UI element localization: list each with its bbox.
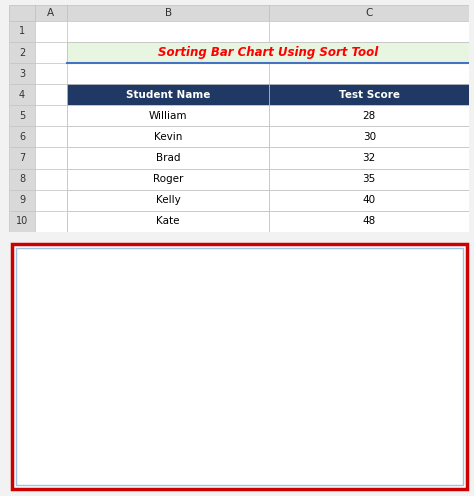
Bar [67,105,269,126]
Bar [269,189,469,211]
Text: 3: 3 [19,68,25,78]
Bar [74,338,296,356]
Bar [35,63,67,84]
Text: Brad: Brad [156,153,180,163]
Bar [269,105,469,126]
Text: 9: 9 [19,195,25,205]
Bar [67,189,269,211]
Bar [9,105,35,126]
Text: 7: 7 [19,153,25,163]
Bar [35,5,67,21]
Bar [269,105,469,126]
Text: 4: 4 [19,90,25,100]
Text: 28: 28 [363,111,376,121]
Bar [9,84,35,105]
Text: 2: 2 [19,48,25,58]
Bar [269,189,469,211]
Bar [67,84,269,105]
Bar [269,5,469,21]
Text: B: B [164,8,172,18]
Text: A: A [47,8,55,18]
Bar [269,147,469,169]
Bar [67,211,269,232]
Bar [67,126,269,147]
Bar [269,211,469,232]
Bar [269,42,469,63]
Text: 30: 30 [363,132,376,142]
Bar [9,21,35,42]
Bar [74,405,264,423]
Bar [35,21,67,42]
Bar [35,42,67,63]
Bar [35,105,67,126]
Bar [9,211,35,232]
Text: Kevin: Kevin [154,132,182,142]
Bar [67,63,269,84]
Text: Test Score: Test Score [339,90,400,100]
Bar [9,169,35,189]
Text: 32: 32 [363,153,376,163]
Bar [9,147,35,169]
Bar [74,438,252,457]
Bar [269,211,469,232]
Bar [67,42,269,63]
Bar [67,5,269,21]
Bar [67,169,269,189]
Bar [269,126,469,147]
Bar [35,84,67,105]
Bar [269,21,469,42]
Text: Sorting Bar Chart Using Sort Tool: Sorting Bar Chart Using Sort Tool [158,46,378,59]
Bar [269,84,469,105]
Bar [74,372,277,390]
Text: 1: 1 [19,26,25,36]
Bar [67,169,269,189]
Text: Roger: Roger [153,174,183,184]
Bar [35,211,67,232]
Bar [9,63,35,84]
Bar [9,42,35,63]
Bar [67,105,269,126]
Bar [67,147,269,169]
Bar [74,304,328,323]
Text: 10: 10 [16,216,28,226]
Bar [67,189,269,211]
Bar [67,126,269,147]
Bar [269,84,469,105]
Bar [67,84,269,105]
Bar [67,42,469,63]
Bar [35,169,67,189]
Bar [9,189,35,211]
Text: Kate: Kate [156,216,180,226]
Bar [35,126,67,147]
Bar [269,169,469,189]
Bar [74,271,379,289]
Text: William: William [149,111,187,121]
Bar [9,5,35,21]
Text: Student Name: Student Name [126,90,210,100]
Bar [35,189,67,211]
Bar [35,147,67,169]
Title: Test Score: Test Score [229,244,300,257]
Bar [67,21,269,42]
Text: 35: 35 [363,174,376,184]
Text: 48: 48 [363,216,376,226]
Bar [67,147,269,169]
Bar [269,147,469,169]
Text: 40: 40 [363,195,376,205]
Bar [9,126,35,147]
Bar [269,63,469,84]
Bar [67,211,269,232]
Text: C: C [365,8,373,18]
Bar [269,126,469,147]
Text: 5: 5 [19,111,25,121]
Text: 6: 6 [19,132,25,142]
Bar [269,169,469,189]
Text: Kelly: Kelly [156,195,181,205]
Text: 8: 8 [19,174,25,184]
